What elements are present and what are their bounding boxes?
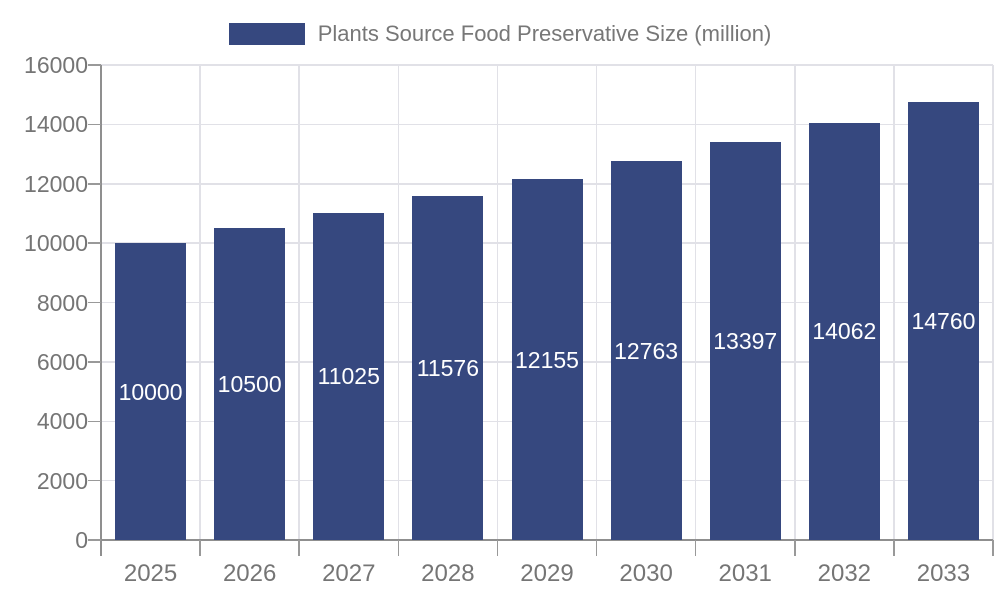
y-tick-label: 14000 <box>24 111 88 138</box>
y-tick <box>88 420 101 422</box>
bar-2027[interactable] <box>313 212 385 540</box>
x-tick <box>298 540 300 556</box>
bar-2028[interactable] <box>412 196 484 540</box>
legend-marker-swatch <box>228 23 305 45</box>
legend-label: Plants Source Food Preservative Size (mi… <box>317 21 772 46</box>
y-tick <box>88 361 101 363</box>
y-tick-label: 10000 <box>24 230 88 257</box>
y-tick <box>88 301 101 304</box>
y-tick-label: 0 <box>75 527 88 553</box>
x-tick-label-2029: 2029 <box>520 560 574 587</box>
x-gridline <box>595 65 598 540</box>
x-gridline <box>992 65 994 540</box>
x-axis-line <box>88 539 993 541</box>
y-gridline <box>101 64 993 66</box>
x-gridline <box>199 65 201 540</box>
x-tick-label-2033: 2033 <box>916 560 971 587</box>
x-tick-label-2028: 2028 <box>421 560 475 587</box>
y-gridline <box>101 123 993 126</box>
y-tick-label: 2000 <box>36 467 88 494</box>
bar-2032[interactable] <box>808 122 880 540</box>
x-tick <box>794 540 796 556</box>
bar-2025[interactable] <box>115 243 187 540</box>
y-tick <box>88 539 101 541</box>
y-tick <box>88 64 101 66</box>
x-tick <box>893 540 895 556</box>
x-tick-label-2031: 2031 <box>718 560 772 587</box>
x-tick <box>992 540 994 556</box>
x-tick-label-2030: 2030 <box>619 560 673 587</box>
bar-2030[interactable] <box>610 161 682 540</box>
bar-2026[interactable] <box>214 228 286 540</box>
x-tick <box>694 540 697 556</box>
y-tick <box>88 479 101 482</box>
x-tick-label-2027: 2027 <box>322 560 376 587</box>
x-gridline <box>794 65 796 540</box>
x-tick <box>595 540 598 556</box>
y-tick-label: 8000 <box>36 289 88 316</box>
bar-2033[interactable] <box>907 101 979 540</box>
x-tick-label-2025: 2025 <box>123 560 178 587</box>
y-axis-line <box>100 65 102 556</box>
y-tick-label: 16000 <box>24 52 88 78</box>
y-tick-label: 6000 <box>36 348 88 375</box>
x-tick <box>199 540 201 556</box>
x-gridline <box>893 65 895 540</box>
bar-2029[interactable] <box>511 179 583 540</box>
y-tick <box>88 183 101 185</box>
x-gridline <box>397 65 400 540</box>
x-gridline <box>298 65 300 540</box>
y-tick <box>88 123 101 126</box>
x-tick <box>397 540 400 556</box>
chart-legend[interactable]: Plants Source Food Preservative Size (mi… <box>0 21 1000 47</box>
x-gridline <box>496 65 499 540</box>
y-tick <box>88 242 101 244</box>
x-tick <box>496 540 499 556</box>
bar-2031[interactable] <box>709 142 781 540</box>
x-tick-label-2026: 2026 <box>222 560 277 587</box>
y-tick-label: 12000 <box>24 170 88 197</box>
y-tick-label: 4000 <box>36 408 88 435</box>
x-tick-label-2032: 2032 <box>817 560 872 587</box>
x-gridline <box>694 65 697 540</box>
